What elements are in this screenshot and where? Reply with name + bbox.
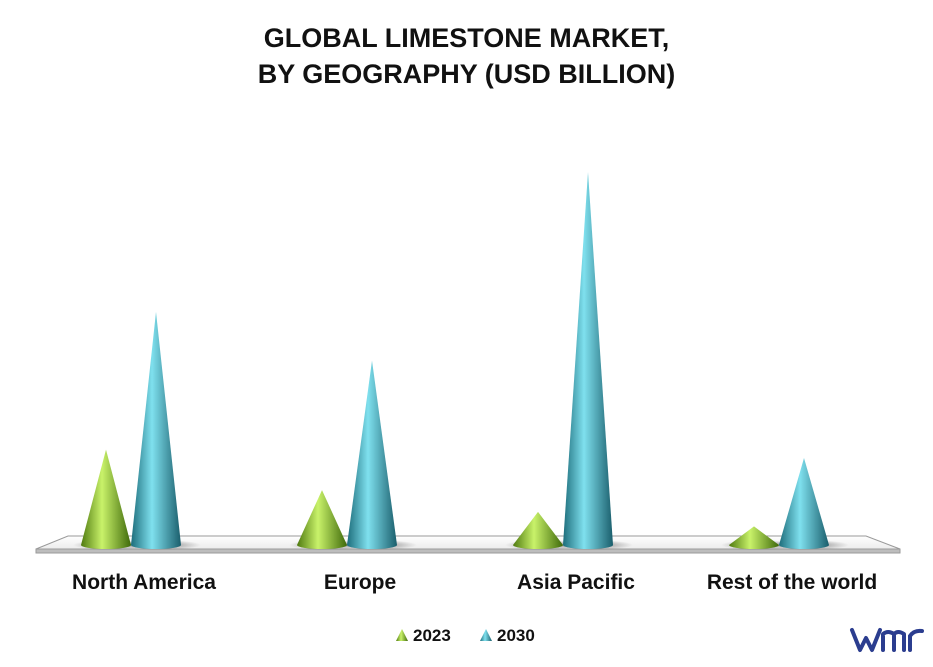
cone-mark-2030-3 — [779, 457, 829, 549]
cone-mark-2030-1 — [347, 360, 397, 549]
cone-mark-2023-3 — [729, 526, 779, 549]
legend-label: 2023 — [413, 626, 451, 645]
cone-mark-2023-2 — [513, 511, 563, 549]
cone-mark-2030-0 — [131, 311, 181, 549]
category-label: Rest of the world — [707, 571, 877, 594]
cone-mark-2030-2 — [563, 172, 613, 549]
category-label: Asia Pacific — [517, 571, 635, 594]
cone-body — [297, 490, 347, 549]
cone-mark-2023-1 — [297, 490, 347, 549]
legend-item-2023: 2023 — [396, 626, 451, 645]
cone-marks — [81, 172, 829, 549]
legend-item-2030: 2030 — [480, 626, 535, 645]
cone-body — [347, 360, 397, 549]
cone-body — [779, 457, 829, 549]
legend-swatch — [480, 629, 492, 641]
chart-title-line-1: GLOBAL LIMESTONE MARKET, — [263, 23, 670, 53]
chart-title-line-2: BY GEOGRAPHY (USD BILLION) — [257, 59, 676, 89]
cone-body — [513, 511, 563, 549]
cone-mark-2023-0 — [81, 449, 131, 549]
legend-swatch — [396, 629, 408, 641]
chart-title: GLOBAL LIMESTONE MARKET, BY GEOGRAPHY (U… — [0, 20, 933, 92]
chart-floor — [35, 535, 901, 554]
category-labels: North America Europe Asia Pacific Rest of t… — [72, 571, 877, 594]
category-label: Europe — [324, 571, 396, 594]
legend: 2023 2030 — [396, 626, 535, 645]
vmr-logo-icon — [850, 628, 924, 652]
legend-label: 2030 — [497, 626, 535, 645]
cone-body — [81, 449, 131, 549]
category-label: North America — [72, 571, 216, 594]
cone-body — [563, 172, 613, 549]
cone-body — [131, 311, 181, 549]
cone-body — [729, 526, 779, 549]
